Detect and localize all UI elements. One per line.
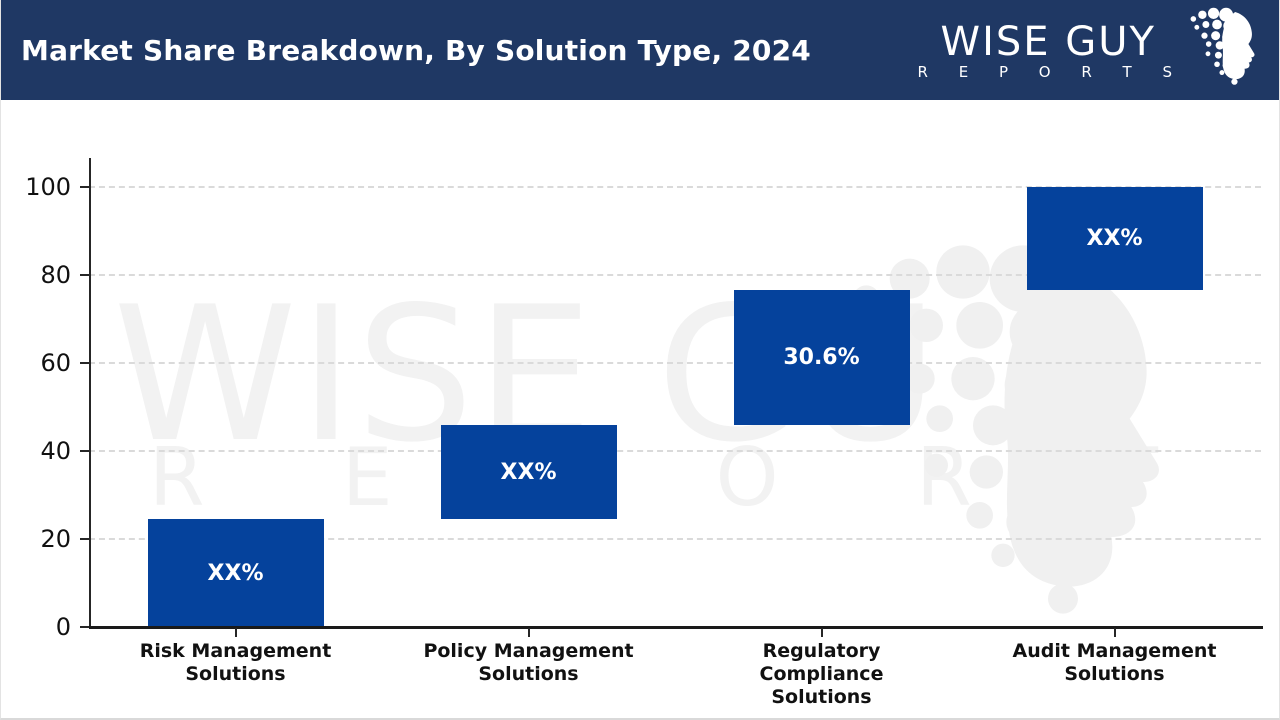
y-axis bbox=[89, 158, 91, 627]
y-tick-label-100: 100 bbox=[25, 173, 71, 201]
x-tick-audit-management-solutions bbox=[1113, 628, 1116, 637]
y-tick-0 bbox=[80, 626, 89, 628]
category-label-risk-management-solutions: Risk Management Solutions bbox=[139, 640, 332, 686]
chart-title: Market Share Breakdown, By Solution Type… bbox=[21, 33, 811, 67]
y-tick-label-0: 0 bbox=[55, 613, 71, 641]
y-tick-80 bbox=[80, 274, 89, 276]
gridline-60 bbox=[89, 362, 1261, 364]
gridline-40 bbox=[89, 450, 1261, 452]
brand-logo: WISE GUY R E P O R T S bbox=[912, 4, 1267, 98]
header-bar: Market Share Breakdown, By Solution Type… bbox=[1, 0, 1279, 100]
bar-value-label-audit-management-solutions: XX% bbox=[1086, 226, 1143, 252]
gridline-20 bbox=[89, 538, 1261, 540]
y-tick-60 bbox=[80, 362, 89, 364]
brand-subtitle: R E P O R T S bbox=[917, 63, 1185, 81]
bar-value-label-regulatory-compliance-solutions: 30.6% bbox=[783, 345, 860, 371]
y-tick-100 bbox=[80, 186, 89, 188]
bar-value-label-risk-management-solutions: XX% bbox=[207, 560, 264, 586]
plot-area: 0 20 40 60 80 100 XX% Risk Management Solutions… bbox=[1, 100, 1279, 718]
bar-regulatory-compliance-solutions: 30.6% bbox=[733, 290, 910, 426]
bar-audit-management-solutions: XX% bbox=[1026, 187, 1203, 291]
y-tick-20 bbox=[80, 538, 89, 540]
gridline-80 bbox=[89, 274, 1261, 276]
bar-policy-management-solutions: XX% bbox=[440, 425, 617, 520]
brand-name: WISE GUY bbox=[940, 19, 1156, 65]
bar-value-label-policy-management-solutions: XX% bbox=[500, 459, 557, 485]
bar-risk-management-solutions: XX% bbox=[147, 519, 324, 627]
y-tick-label-20: 20 bbox=[40, 525, 71, 553]
category-label-audit-management-solutions: Audit Management Solutions bbox=[1012, 640, 1217, 686]
x-tick-policy-management-solutions bbox=[527, 628, 530, 637]
x-tick-regulatory-compliance-solutions bbox=[820, 628, 823, 637]
y-tick-label-60: 60 bbox=[40, 349, 71, 377]
y-tick-label-80: 80 bbox=[40, 261, 71, 289]
y-tick-40 bbox=[80, 450, 89, 452]
x-tick-risk-management-solutions bbox=[234, 628, 237, 637]
x-axis bbox=[89, 626, 1263, 629]
y-tick-label-40: 40 bbox=[40, 437, 71, 465]
brand-logo-text: WISE GUY R E P O R T S bbox=[912, 22, 1185, 80]
category-label-regulatory-compliance-solutions: Regulatory Compliance Solutions bbox=[759, 640, 884, 709]
gridline-100 bbox=[89, 186, 1261, 188]
dotted-head-icon bbox=[1190, 7, 1255, 85]
category-label-policy-management-solutions: Policy Management Solutions bbox=[423, 640, 634, 686]
